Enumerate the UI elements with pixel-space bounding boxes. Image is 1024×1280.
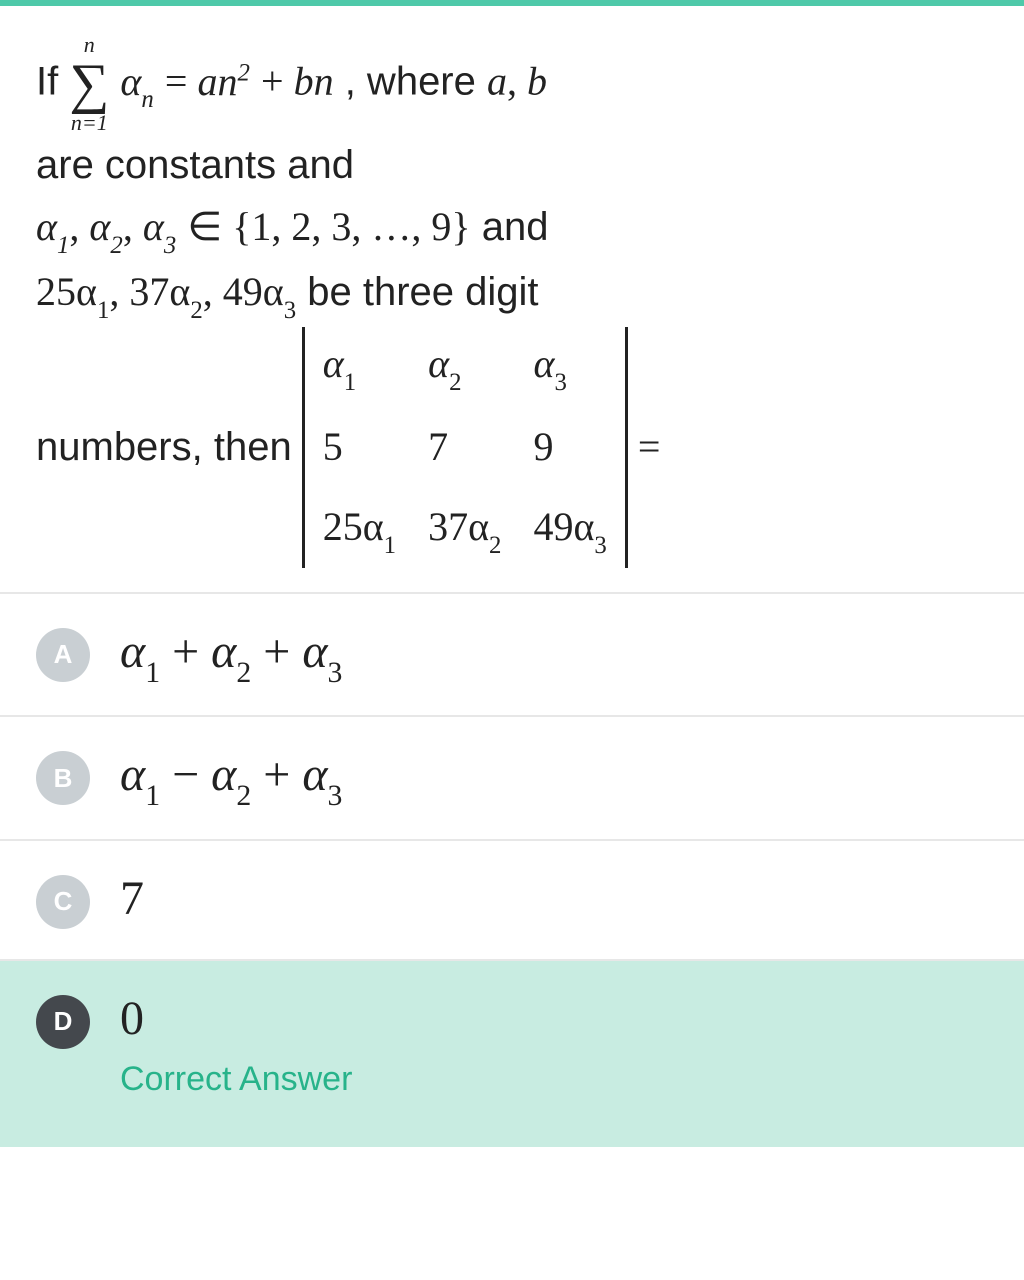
num-25a1: 25α1 xyxy=(36,269,109,314)
det-equals: = xyxy=(638,416,661,478)
text-set: ∈ {1, 2, 3, …, 9} xyxy=(187,204,470,249)
correct-answer-label: Correct Answer xyxy=(120,1060,352,1099)
badge-b: B xyxy=(36,751,90,805)
equals: = xyxy=(165,59,198,104)
question-block: If n ∑ n=1 αn = an2 + bn , where a, b ar… xyxy=(0,6,1024,594)
badge-d: D xyxy=(36,995,90,1049)
text-if: If xyxy=(36,60,69,104)
option-c[interactable]: C 7 xyxy=(0,841,1024,961)
sigma-symbol: n ∑ n=1 xyxy=(69,34,109,134)
alpha1: α1 xyxy=(36,204,69,249)
rhs-an2: an2 xyxy=(197,59,249,104)
options-list: A α1 + α2 + α3 B α1 − α2 + α3 C 7 D 0 Co… xyxy=(0,594,1024,1147)
option-b-text: α1 − α2 + α3 xyxy=(120,747,342,809)
option-d[interactable]: D 0 Correct Answer xyxy=(0,961,1024,1147)
badge-a: A xyxy=(36,628,90,682)
num-37a2: 37α2 xyxy=(129,269,202,314)
alpha3: α3 xyxy=(143,204,176,249)
sigma-glyph: ∑ xyxy=(69,56,109,112)
sigma-lower: n=1 xyxy=(71,112,108,134)
alpha-n: αn xyxy=(120,59,153,104)
option-b[interactable]: B α1 − α2 + α3 xyxy=(0,717,1024,841)
comma: , xyxy=(507,59,527,104)
option-d-text: 0 xyxy=(120,991,352,1046)
text-where: , where xyxy=(345,60,487,104)
option-a-text: α1 + α2 + α3 xyxy=(120,624,342,686)
option-a[interactable]: A α1 + α2 + α3 xyxy=(0,594,1024,718)
rhs-plus: + xyxy=(261,59,294,104)
num-49a3: 49α3 xyxy=(223,269,296,314)
determinant: α1 α2 α3 5 7 9 25α1 37α2 49α3 xyxy=(302,327,628,568)
option-c-text: 7 xyxy=(120,871,144,926)
text-numbers-then: numbers, then xyxy=(36,416,292,478)
text-threedigit: be three digit xyxy=(307,270,538,314)
text-constants: are constants and xyxy=(36,143,354,187)
badge-c: C xyxy=(36,875,90,929)
text-and: and xyxy=(482,205,549,249)
var-b: b xyxy=(527,59,547,104)
var-a: a xyxy=(487,59,507,104)
rhs-bn: bn xyxy=(294,59,334,104)
alpha2: α2 xyxy=(89,204,122,249)
